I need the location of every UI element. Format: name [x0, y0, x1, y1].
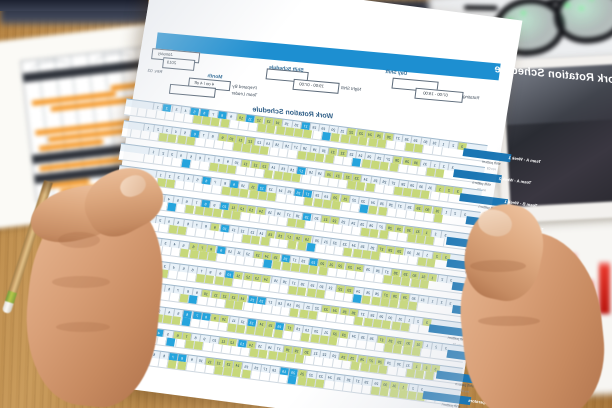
- schedule-block-note: rev 03: [486, 166, 497, 172]
- schedule-cell[interactable]: [431, 213, 443, 224]
- schedule-cell[interactable]: [418, 279, 430, 290]
- schedule-cell[interactable]: [417, 325, 429, 335]
- field-label-night-shift: Night Shift: [340, 85, 362, 92]
- schedule-cell[interactable]: [440, 147, 451, 157]
- schedule-cell[interactable]: [416, 302, 427, 312]
- right-hand: [452, 196, 612, 408]
- field-label-shift-schedule: Rotating: [462, 93, 480, 101]
- field-label-revision: Rev. 03: [147, 67, 163, 75]
- left-hand: [12, 155, 192, 408]
- schedule-cell[interactable]: [433, 169, 445, 179]
- schedule-cell[interactable]: [424, 258, 436, 268]
- field-head-day-shift: Day Shift: [385, 68, 408, 77]
- field-value-year: 2019: [166, 59, 177, 65]
- field-label-team-leader: Team Leader: [231, 90, 258, 98]
- schedule-cell[interactable]: [428, 349, 440, 359]
- tablet-screen[interactable]: [503, 64, 612, 207]
- field-label-prepared-by: Prepared By: [232, 83, 258, 91]
- background-shadow-band-left: [0, 0, 148, 11]
- eyeglass-temple: [463, 5, 498, 11]
